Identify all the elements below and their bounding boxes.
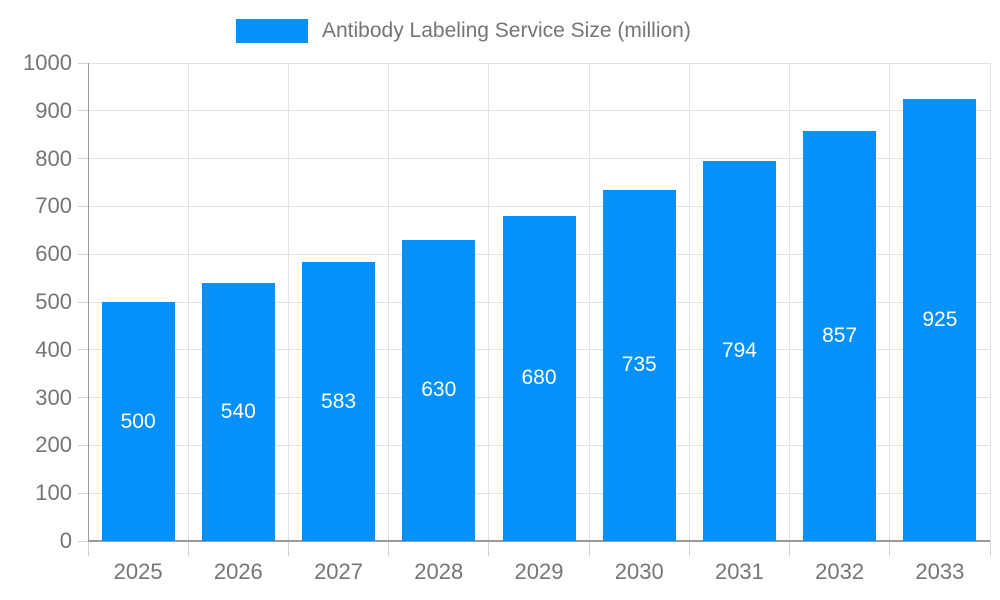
y-axis-tick xyxy=(78,205,88,207)
y-axis-tick-label: 800 xyxy=(35,145,72,171)
x-axis-tick xyxy=(588,541,590,556)
bar-value-label: 857 xyxy=(822,324,858,348)
gridline-vertical xyxy=(488,63,490,541)
x-axis-tick xyxy=(989,541,991,556)
gridline-horizontal xyxy=(88,158,990,160)
bar-value-label: 794 xyxy=(721,339,757,363)
bar-value-label: 583 xyxy=(321,389,357,413)
legend-swatch-icon xyxy=(236,19,308,43)
y-axis-tick-label: 700 xyxy=(35,193,72,219)
x-axis-tick xyxy=(287,541,289,556)
bar-2029[interactable] xyxy=(502,215,576,541)
y-axis-tick-label: 100 xyxy=(35,480,72,506)
y-axis-tick xyxy=(78,110,88,112)
x-axis-tick-label: 2030 xyxy=(614,559,664,584)
x-axis-tick-label: 2025 xyxy=(113,559,163,584)
bar-value-label: 925 xyxy=(922,307,958,331)
x-axis-tick xyxy=(688,541,690,556)
x-axis-tick-label: 2027 xyxy=(314,559,364,584)
x-axis-tick xyxy=(388,541,390,556)
x-axis-tick-label: 2029 xyxy=(514,559,564,584)
y-axis-tick xyxy=(78,349,88,351)
bar-value-label: 735 xyxy=(621,353,657,377)
bar-value-label: 540 xyxy=(220,399,256,423)
bar-value-label: 630 xyxy=(421,378,457,402)
y-axis-tick xyxy=(78,158,88,160)
x-axis-tick-label: 2028 xyxy=(414,559,464,584)
bar-value-label: 680 xyxy=(521,366,557,390)
bar-2031[interactable] xyxy=(702,161,776,541)
y-axis-tick xyxy=(78,444,88,446)
legend-item[interactable]: Antibody Labeling Service Size (million) xyxy=(236,19,691,43)
x-axis-tick xyxy=(488,541,490,556)
gridline-vertical xyxy=(688,63,690,541)
bar-2028[interactable] xyxy=(402,239,476,541)
y-axis-line xyxy=(88,63,89,541)
gridline-vertical xyxy=(588,63,590,541)
gridline-vertical xyxy=(388,63,390,541)
y-axis-tick xyxy=(78,492,88,494)
y-axis-tick-label: 1000 xyxy=(23,50,72,75)
y-axis-tick-label: 900 xyxy=(35,97,72,123)
legend-label: Antibody Labeling Service Size (million) xyxy=(322,19,691,42)
bar-2032[interactable] xyxy=(803,131,877,541)
bar-2033[interactable] xyxy=(903,98,977,541)
bar-value-label: 500 xyxy=(120,409,156,433)
x-axis-tick-label: 2033 xyxy=(915,559,965,584)
y-axis-tick-label: 600 xyxy=(35,241,72,267)
y-axis-tick xyxy=(78,540,88,542)
gridline-vertical xyxy=(989,63,991,541)
gridline-horizontal xyxy=(88,205,990,207)
y-axis-tick xyxy=(78,397,88,399)
y-axis-tick xyxy=(78,253,88,255)
gridline-horizontal xyxy=(88,62,990,64)
bar-2027[interactable] xyxy=(302,262,376,541)
x-axis-tick xyxy=(87,541,89,556)
x-axis-line xyxy=(88,540,990,542)
y-axis-tick xyxy=(78,301,88,303)
y-axis-tick-label: 300 xyxy=(35,384,72,410)
x-axis-tick xyxy=(187,541,189,556)
gridline-vertical xyxy=(187,63,189,541)
bar-2026[interactable] xyxy=(201,282,275,541)
x-axis-tick xyxy=(889,541,891,556)
x-axis-tick-label: 2026 xyxy=(213,559,263,584)
bar-2025[interactable] xyxy=(101,302,175,541)
y-axis-tick xyxy=(78,62,88,64)
x-axis-tick-label: 2031 xyxy=(714,559,764,584)
y-axis-tick-label: 500 xyxy=(35,289,72,314)
gridline-vertical xyxy=(789,63,791,541)
bar-2030[interactable] xyxy=(602,189,676,541)
x-axis-tick-label: 2032 xyxy=(815,559,865,584)
y-axis-tick-label: 200 xyxy=(35,432,72,458)
y-axis-tick-label: 400 xyxy=(35,336,72,362)
gridline-vertical xyxy=(287,63,289,541)
gridline-horizontal xyxy=(88,110,990,112)
x-axis-tick xyxy=(789,541,791,556)
y-axis-tick-label: 0 xyxy=(59,528,72,553)
gridline-vertical xyxy=(889,63,891,541)
